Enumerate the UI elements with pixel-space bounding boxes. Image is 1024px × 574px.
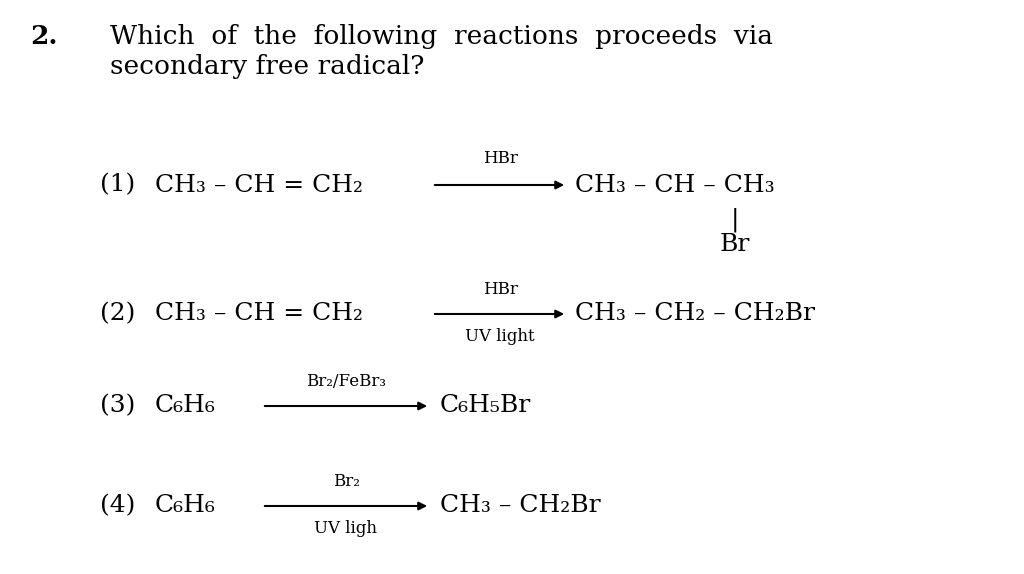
Text: CH₃ – CH = CH₂: CH₃ – CH = CH₂: [155, 173, 362, 196]
Text: |: |: [731, 207, 739, 231]
Text: (4): (4): [100, 494, 135, 518]
Text: Br: Br: [720, 233, 751, 256]
Text: CH₃ – CH₂Br: CH₃ – CH₂Br: [440, 494, 601, 518]
Text: secondary free radical?: secondary free radical?: [110, 54, 424, 79]
Text: CH₃ – CH – CH₃: CH₃ – CH – CH₃: [575, 173, 774, 196]
Text: (1): (1): [100, 173, 135, 196]
Text: Br₂: Br₂: [333, 473, 359, 490]
Text: (2): (2): [100, 302, 135, 325]
Text: Br₂/FeBr₃: Br₂/FeBr₃: [306, 373, 386, 390]
Text: UV light: UV light: [465, 328, 535, 345]
Text: (3): (3): [100, 394, 135, 417]
Text: CH₃ – CH = CH₂: CH₃ – CH = CH₂: [155, 302, 362, 325]
Text: UV ligh: UV ligh: [314, 520, 378, 537]
Text: CH₃ – CH₂ – CH₂Br: CH₃ – CH₂ – CH₂Br: [575, 302, 815, 325]
Text: C₆H₅Br: C₆H₅Br: [440, 394, 531, 417]
Text: HBr: HBr: [482, 150, 517, 167]
Text: 2.: 2.: [30, 24, 57, 49]
Text: C₆H₆: C₆H₆: [155, 394, 216, 417]
Text: C₆H₆: C₆H₆: [155, 494, 216, 518]
Text: HBr: HBr: [482, 281, 517, 298]
Text: Which  of  the  following  reactions  proceeds  via: Which of the following reactions proceed…: [110, 24, 773, 49]
